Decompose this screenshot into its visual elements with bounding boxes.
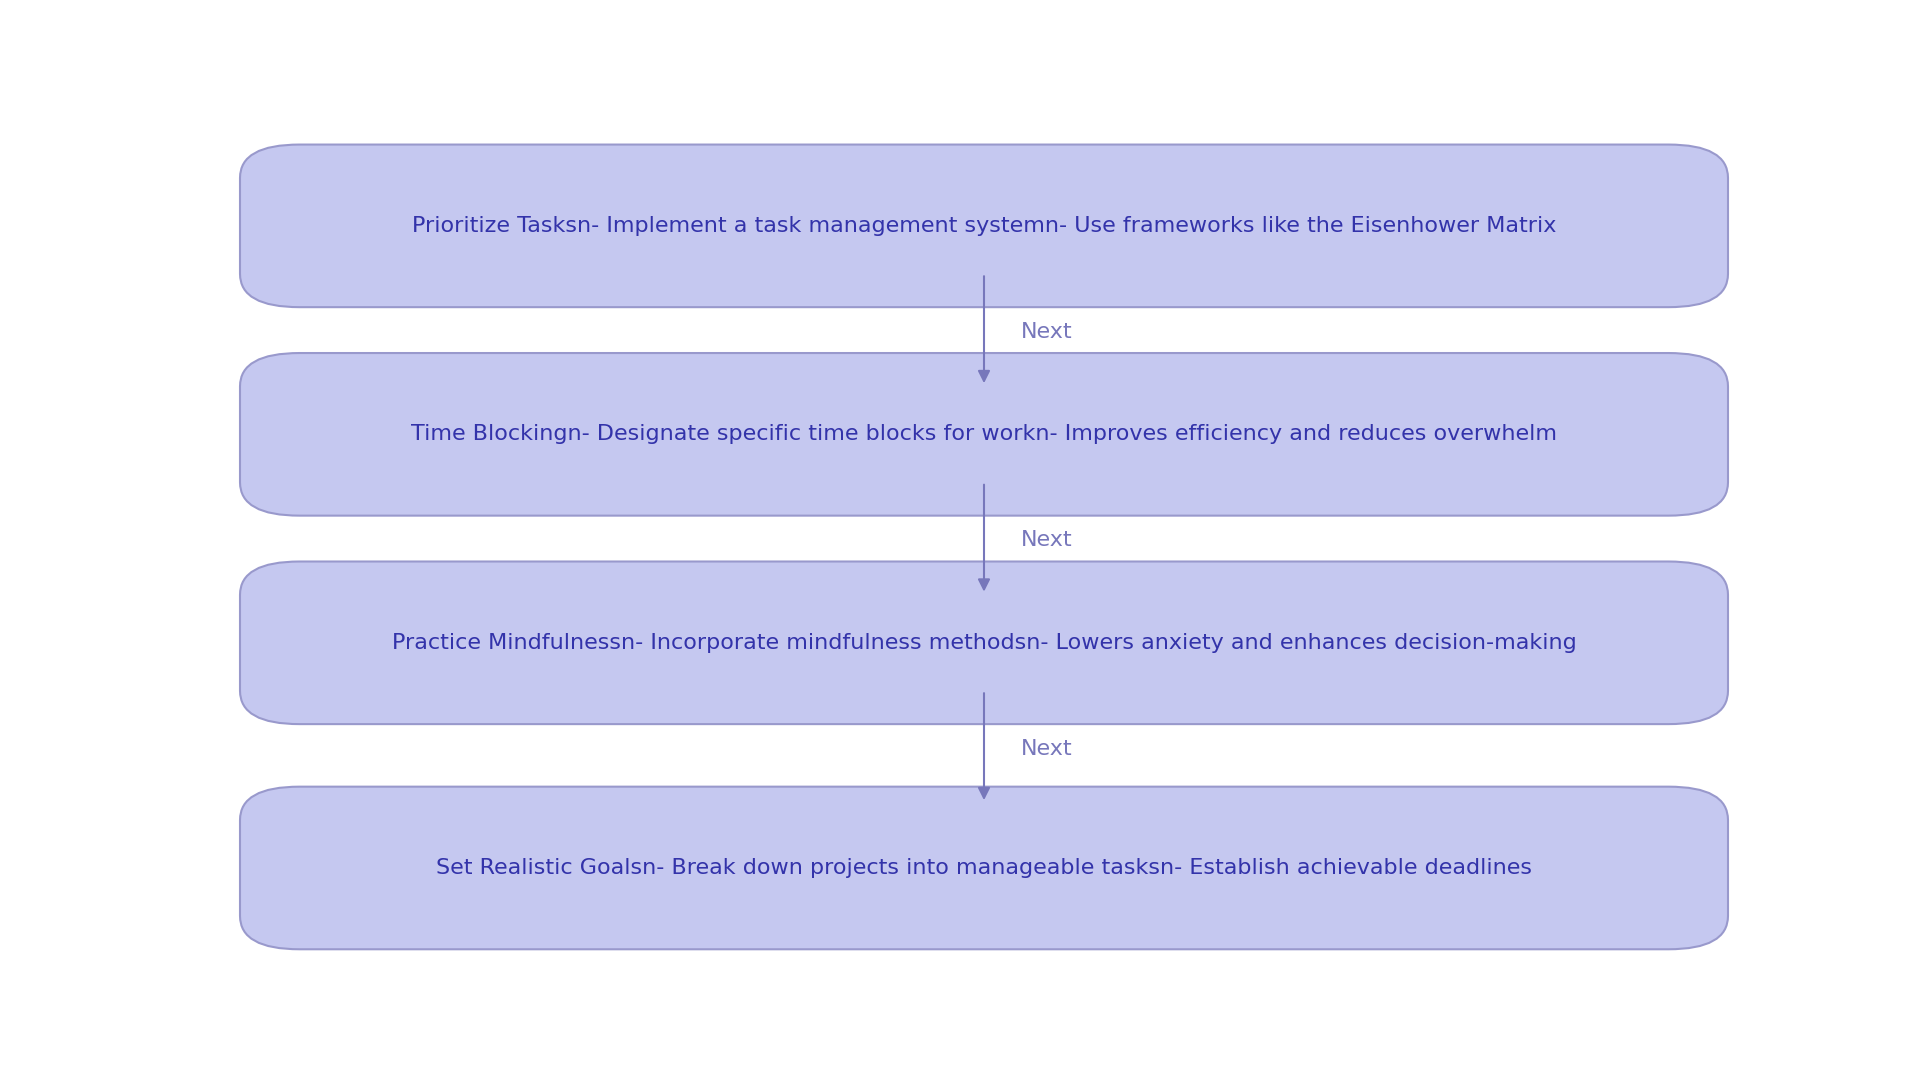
FancyBboxPatch shape [240, 561, 1728, 725]
Text: Next: Next [1021, 531, 1073, 550]
FancyBboxPatch shape [240, 786, 1728, 950]
Text: Next: Next [1021, 322, 1073, 342]
Text: Time Blockingn- Designate specific time blocks for workn- Improves efficiency an: Time Blockingn- Designate specific time … [411, 425, 1557, 444]
Text: Practice Mindfulnessn- Incorporate mindfulness methodsn- Lowers anxiety and enha: Practice Mindfulnessn- Incorporate mindf… [392, 632, 1576, 653]
Text: Next: Next [1021, 739, 1073, 759]
FancyBboxPatch shape [240, 144, 1728, 308]
Text: Prioritize Tasksn- Implement a task management systemn- Use frameworks like the : Prioritize Tasksn- Implement a task mana… [411, 216, 1557, 236]
Text: Set Realistic Goalsn- Break down projects into manageable tasksn- Establish achi: Set Realistic Goalsn- Break down project… [436, 858, 1532, 878]
FancyBboxPatch shape [240, 353, 1728, 516]
